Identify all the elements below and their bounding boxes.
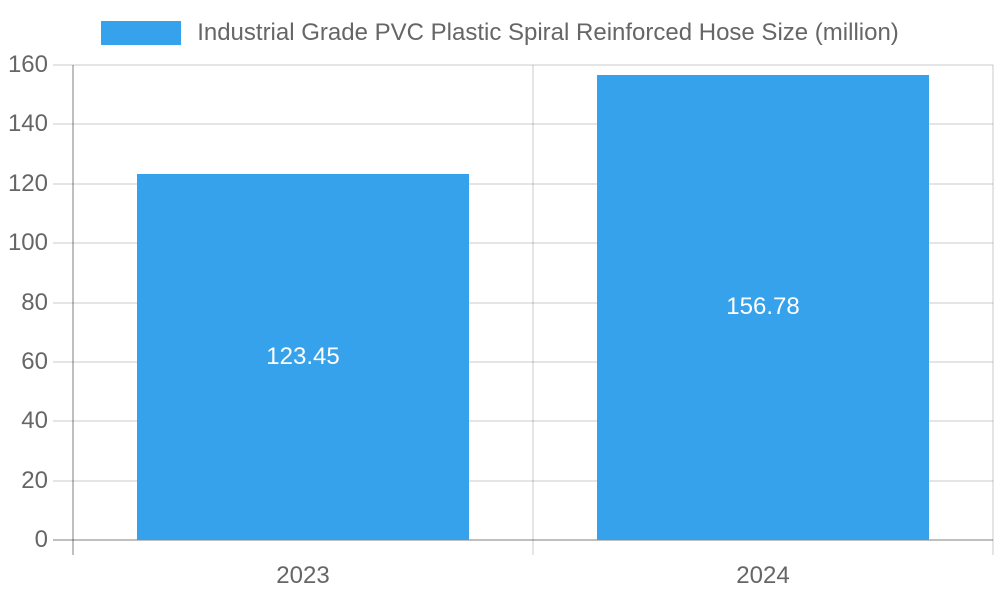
x-axis-tick-label: 2023 [276,562,330,589]
x-axis-tick-label: 2024 [736,562,790,589]
y-axis-tick-label: 100 [7,229,48,257]
y-axis-tick-label: 80 [21,288,48,316]
y-axis-tick-label: 40 [21,407,48,435]
y-axis-tick-label: 120 [7,169,48,197]
legend-swatch [101,21,182,45]
category-boundary-line [992,65,994,555]
y-axis-tick-label: 0 [34,526,48,553]
bar-2023[interactable]: 123.45 [137,173,469,540]
y-axis-tick-label: 20 [21,466,48,494]
y-gridline [53,301,993,304]
y-axis-tick-label: 160 [7,51,48,78]
chart-legend[interactable]: Industrial Grade PVC Plastic Spiral Rein… [0,19,1000,47]
y-axis-tick-label: 140 [7,110,48,138]
x-axis-baseline [53,539,993,541]
legend-label: Industrial Grade PVC Plastic Spiral Rein… [197,19,899,46]
bar-value-label: 123.45 [266,342,340,370]
y-gridline [53,123,993,126]
y-axis-line [72,65,74,555]
y-gridline [53,360,993,363]
category-boundary-line [532,65,534,555]
y-gridline [53,182,993,185]
bar-value-label: 156.78 [726,293,800,321]
y-gridline [53,420,993,423]
y-gridline [53,64,993,66]
y-axis-tick-label: 60 [21,347,48,375]
bar-2024[interactable]: 156.78 [597,74,929,540]
y-gridline [53,479,993,482]
y-gridline [53,242,993,245]
